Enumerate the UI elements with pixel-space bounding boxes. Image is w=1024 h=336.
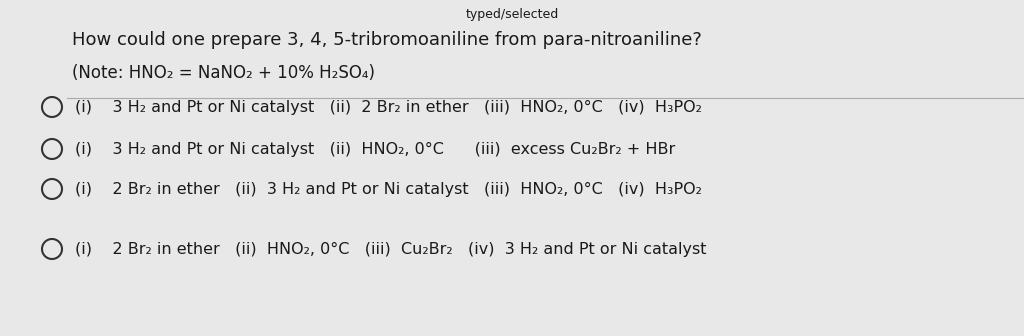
- Text: (i)    2 Br₂ in ether   (ii)  3 H₂ and Pt or Ni catalyst   (iii)  HNO₂, 0°C   (i: (i) 2 Br₂ in ether (ii) 3 H₂ and Pt or N…: [75, 182, 701, 197]
- Text: How could one prepare 3, 4, 5-tribromoaniline from para-nitroaniline?: How could one prepare 3, 4, 5-tribromoan…: [72, 31, 701, 49]
- Text: (i)    3 H₂ and Pt or Ni catalyst   (ii)  HNO₂, 0°C      (iii)  excess Cu₂Br₂ + : (i) 3 H₂ and Pt or Ni catalyst (ii) HNO₂…: [75, 142, 675, 157]
- Text: typed/selected: typed/selected: [465, 8, 559, 21]
- Text: (Note: HNO₂ = NaNO₂ + 10% H₂SO₄): (Note: HNO₂ = NaNO₂ + 10% H₂SO₄): [72, 64, 375, 82]
- Text: (i)    2 Br₂ in ether   (ii)  HNO₂, 0°C   (iii)  Cu₂Br₂   (iv)  3 H₂ and Pt or N: (i) 2 Br₂ in ether (ii) HNO₂, 0°C (iii) …: [75, 242, 707, 257]
- Text: (i)    3 H₂ and Pt or Ni catalyst   (ii)  2 Br₂ in ether   (iii)  HNO₂, 0°C   (i: (i) 3 H₂ and Pt or Ni catalyst (ii) 2 Br…: [75, 100, 701, 115]
